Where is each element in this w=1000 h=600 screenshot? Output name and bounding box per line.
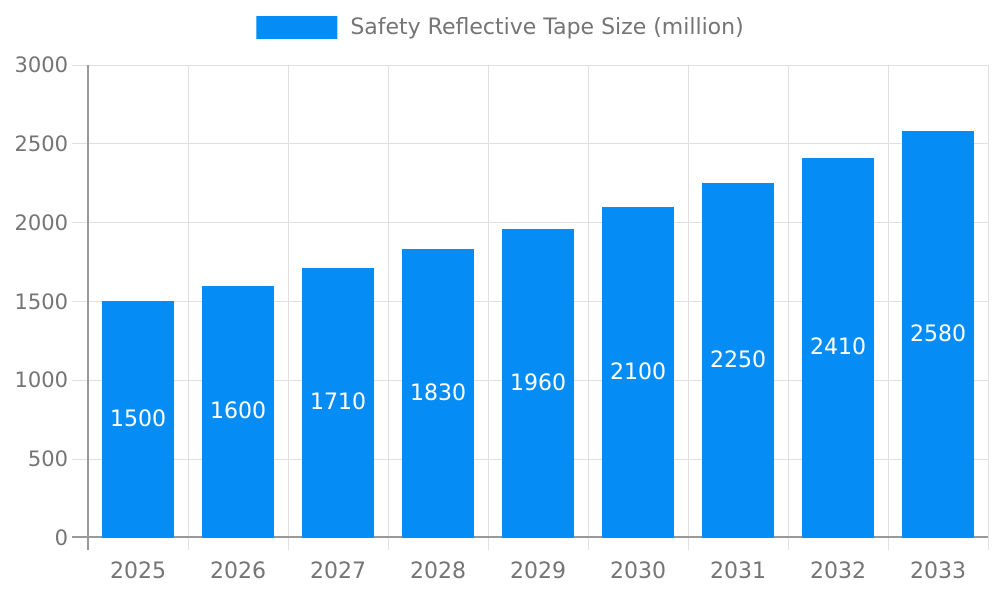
x-tick-label: 2026 <box>210 559 266 584</box>
bar[interactable]: 2410 <box>802 158 874 538</box>
x-tick-label: 2027 <box>310 559 366 584</box>
plot-area: 1500 1600 1710 1830 1960 2100 2250 2410 2580 <box>72 64 989 550</box>
x-axis-labels: 2025 2026 2027 2028 2029 2030 2031 2032 2033 <box>88 556 988 590</box>
bar[interactable]: 1960 <box>502 229 574 538</box>
x-tick-label: 2033 <box>910 559 966 584</box>
bar-value-label: 1830 <box>410 380 466 406</box>
bar-value-label: 1600 <box>210 399 266 424</box>
gridline-vertical <box>487 65 489 550</box>
gridline-horizontal <box>72 222 988 224</box>
x-tick-label: 2029 <box>510 559 566 584</box>
x-tick-label: 2031 <box>710 559 766 584</box>
bar-value-label: 1500 <box>110 406 166 432</box>
gridline-vertical <box>987 65 989 550</box>
x-tick-label: 2025 <box>110 559 166 584</box>
gridline-vertical <box>387 65 389 550</box>
bar[interactable]: 2250 <box>702 183 774 538</box>
y-tick-label: 1000 <box>14 368 68 393</box>
bar-value-label: 1960 <box>510 370 566 396</box>
bar-value-label: 2250 <box>710 347 766 373</box>
gridline-horizontal <box>72 64 988 66</box>
gridline-vertical <box>187 65 189 550</box>
y-tick-label: 3000 <box>14 53 68 77</box>
bar[interactable]: 2100 <box>602 207 674 538</box>
bar[interactable]: 1500 <box>102 301 174 538</box>
legend-item[interactable]: Safety Reflective Tape Size (million) <box>256 15 744 40</box>
bar-value-label: 1710 <box>310 390 366 415</box>
y-tick-label: 500 <box>27 447 68 472</box>
gridline-horizontal <box>72 143 988 145</box>
x-tick-label: 2032 <box>810 559 866 584</box>
legend-swatch <box>256 16 338 39</box>
bar[interactable]: 1830 <box>402 249 474 538</box>
bar-value-label: 2100 <box>610 359 666 385</box>
bar[interactable]: 1710 <box>302 268 374 538</box>
x-tick-label: 2028 <box>410 559 466 584</box>
y-tick-label: 2500 <box>14 131 68 156</box>
gridline-vertical <box>887 65 889 550</box>
gridline-vertical <box>687 65 689 550</box>
y-axis-line <box>87 65 89 550</box>
gridline-vertical <box>287 65 289 550</box>
y-tick-label: 2000 <box>14 210 68 235</box>
x-tick-label: 2030 <box>610 559 666 584</box>
y-tick-label: 1500 <box>14 289 68 314</box>
bar-value-label: 2410 <box>810 335 866 360</box>
bar[interactable]: 2580 <box>902 131 974 538</box>
gridline-vertical <box>587 65 589 550</box>
y-tick-label: 0 <box>54 526 68 550</box>
y-axis-labels: 0 500 1000 1500 2000 2500 3000 <box>0 54 68 549</box>
legend-label: Safety Reflective Tape Size (million) <box>350 15 744 40</box>
gridline-vertical <box>787 65 789 550</box>
bar-value-label: 2580 <box>910 321 966 347</box>
bar[interactable]: 1600 <box>202 286 274 538</box>
